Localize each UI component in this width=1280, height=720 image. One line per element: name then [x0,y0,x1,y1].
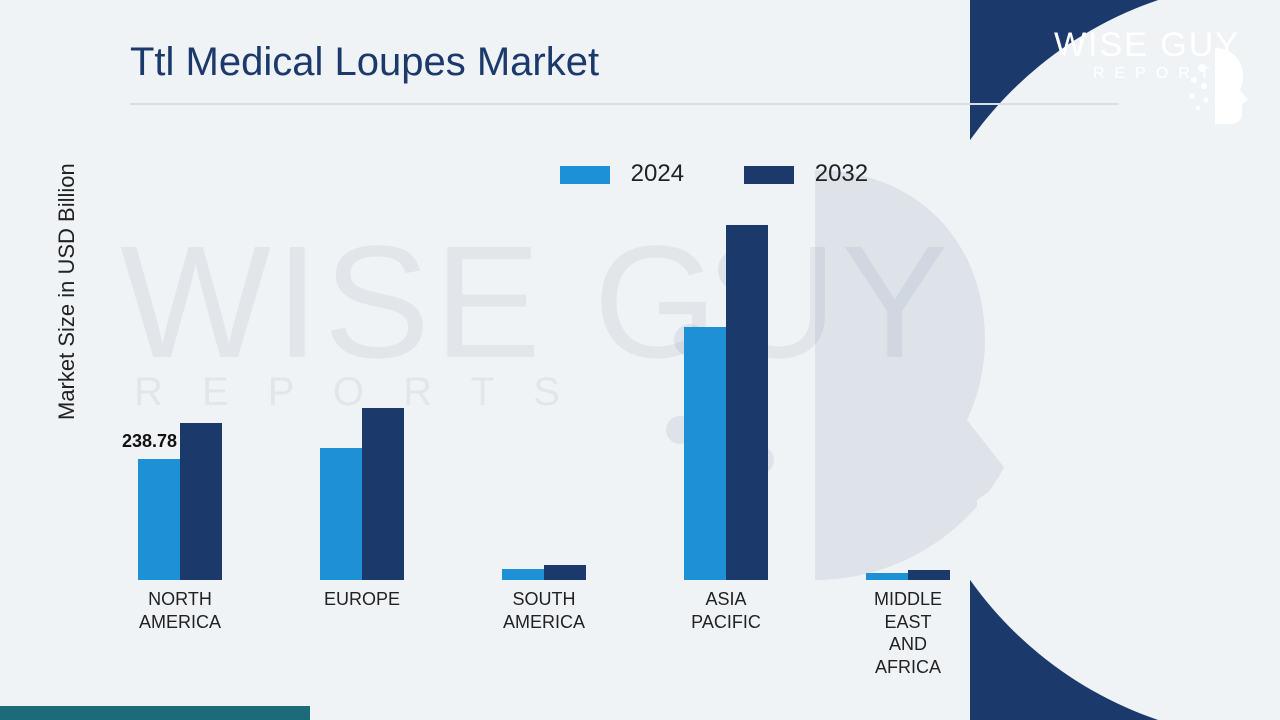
chart-title: Ttl Medical Loupes Market [130,40,1119,105]
category-labels: NORTHAMERICAEUROPESOUTHAMERICAASIAPACIFI… [104,584,1024,694]
bar-2032 [544,565,586,580]
legend-label-2024: 2024 [631,160,684,187]
bar-2024 [138,459,180,580]
head-icon [1180,46,1250,126]
category-label: MIDDLEEASTANDAFRICA [828,588,988,678]
category-label: NORTHAMERICA [100,588,260,633]
accent-bar [0,706,310,720]
legend-label-2032: 2032 [815,160,868,187]
bar-2032 [908,570,950,580]
category-label: SOUTHAMERICA [464,588,624,633]
chart-area: 238.78 [104,200,1024,580]
bar-2024 [866,573,908,580]
legend-item-2032: 2032 [744,160,868,188]
bar-2024 [502,569,544,580]
legend-swatch-2032 [744,166,794,184]
bar-group [664,225,788,580]
bar-2032 [362,408,404,580]
bar-group [846,570,970,580]
bar-group [300,408,424,580]
y-axis-label: Market Size in USD Billion [54,163,80,420]
category-label: EUROPE [282,588,442,611]
bar-2024 [320,448,362,580]
bar-2032 [180,423,222,580]
category-label: ASIAPACIFIC [646,588,806,633]
bar-2032 [726,225,768,580]
legend-swatch-2024 [560,166,610,184]
bar-2024 [684,327,726,580]
bar-group [482,565,606,580]
bar-group [118,423,242,580]
legend: 2024 2032 [560,160,868,188]
legend-item-2024: 2024 [560,160,684,188]
